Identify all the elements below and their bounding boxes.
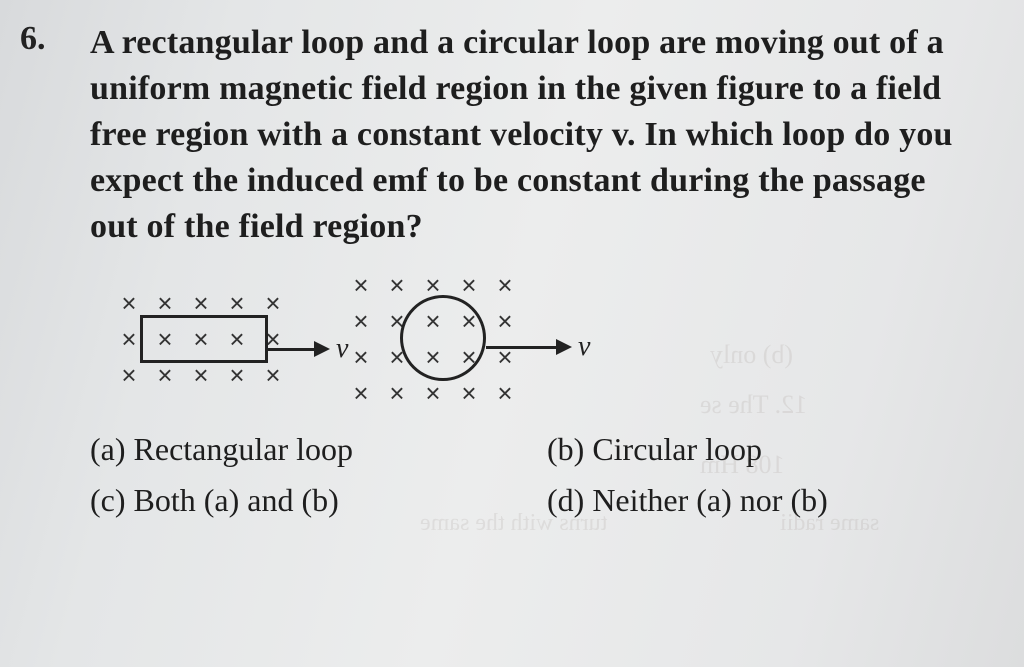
field-cross-icon: × <box>228 362 246 388</box>
option-d: (d) Neither (a) nor (b) <box>547 482 974 519</box>
diagram-circular: ×××××××××××××××××××× v <box>352 267 514 411</box>
field-cross-icon: × <box>388 380 406 406</box>
velocity-arrow-rect: v <box>268 333 348 365</box>
options-grid: (a) Rectangular loop (b) Circular loop (… <box>90 431 974 519</box>
option-a: (a) Rectangular loop <box>90 431 517 468</box>
field-cross-icon: × <box>264 362 282 388</box>
field-cross-icon: × <box>388 272 406 298</box>
field-cross-icon: × <box>496 272 514 298</box>
velocity-arrow-circ: v <box>486 331 590 363</box>
field-cross-icon: × <box>460 272 478 298</box>
field-cross-icon: × <box>424 380 442 406</box>
field-cross-icon: × <box>352 272 370 298</box>
arrow-shaft <box>268 348 314 351</box>
arrow-shaft <box>486 346 556 349</box>
field-cross-icon: × <box>352 308 370 334</box>
diagram-rectangular: ××××××××××××××× v <box>120 285 282 393</box>
page: 6. A rectangular loop and a circular loo… <box>0 0 1024 667</box>
field-cross-icon: × <box>120 326 138 352</box>
field-cross-icon: × <box>120 362 138 388</box>
arrow-head-icon <box>314 341 330 357</box>
velocity-label-rect: v <box>336 333 348 365</box>
circular-loop-shape <box>400 295 486 381</box>
field-cross-icon: × <box>352 344 370 370</box>
field-cross-icon: × <box>120 290 138 316</box>
rectangular-loop-shape <box>140 315 268 363</box>
option-b: (b) Circular loop <box>547 431 974 468</box>
velocity-label-circ: v <box>578 331 590 363</box>
field-cross-icon: × <box>352 380 370 406</box>
field-cross-icon: × <box>496 380 514 406</box>
question-number: 6. <box>20 20 46 58</box>
field-cross-icon: × <box>156 362 174 388</box>
field-row: × × × × × <box>352 375 514 411</box>
field-cross-icon: × <box>192 362 210 388</box>
field-cross-icon: × <box>228 290 246 316</box>
diagram-row: ××××××××××××××× v ×××××××××××××××××××× v <box>120 267 974 411</box>
arrow-head-icon <box>556 339 572 355</box>
field-cross-icon: × <box>192 290 210 316</box>
question-text: A rectangular loop and a circular loop a… <box>90 20 974 249</box>
field-cross-icon: × <box>156 290 174 316</box>
field-cross-icon: × <box>460 380 478 406</box>
option-c: (c) Both (a) and (b) <box>90 482 517 519</box>
field-cross-icon: × <box>264 290 282 316</box>
